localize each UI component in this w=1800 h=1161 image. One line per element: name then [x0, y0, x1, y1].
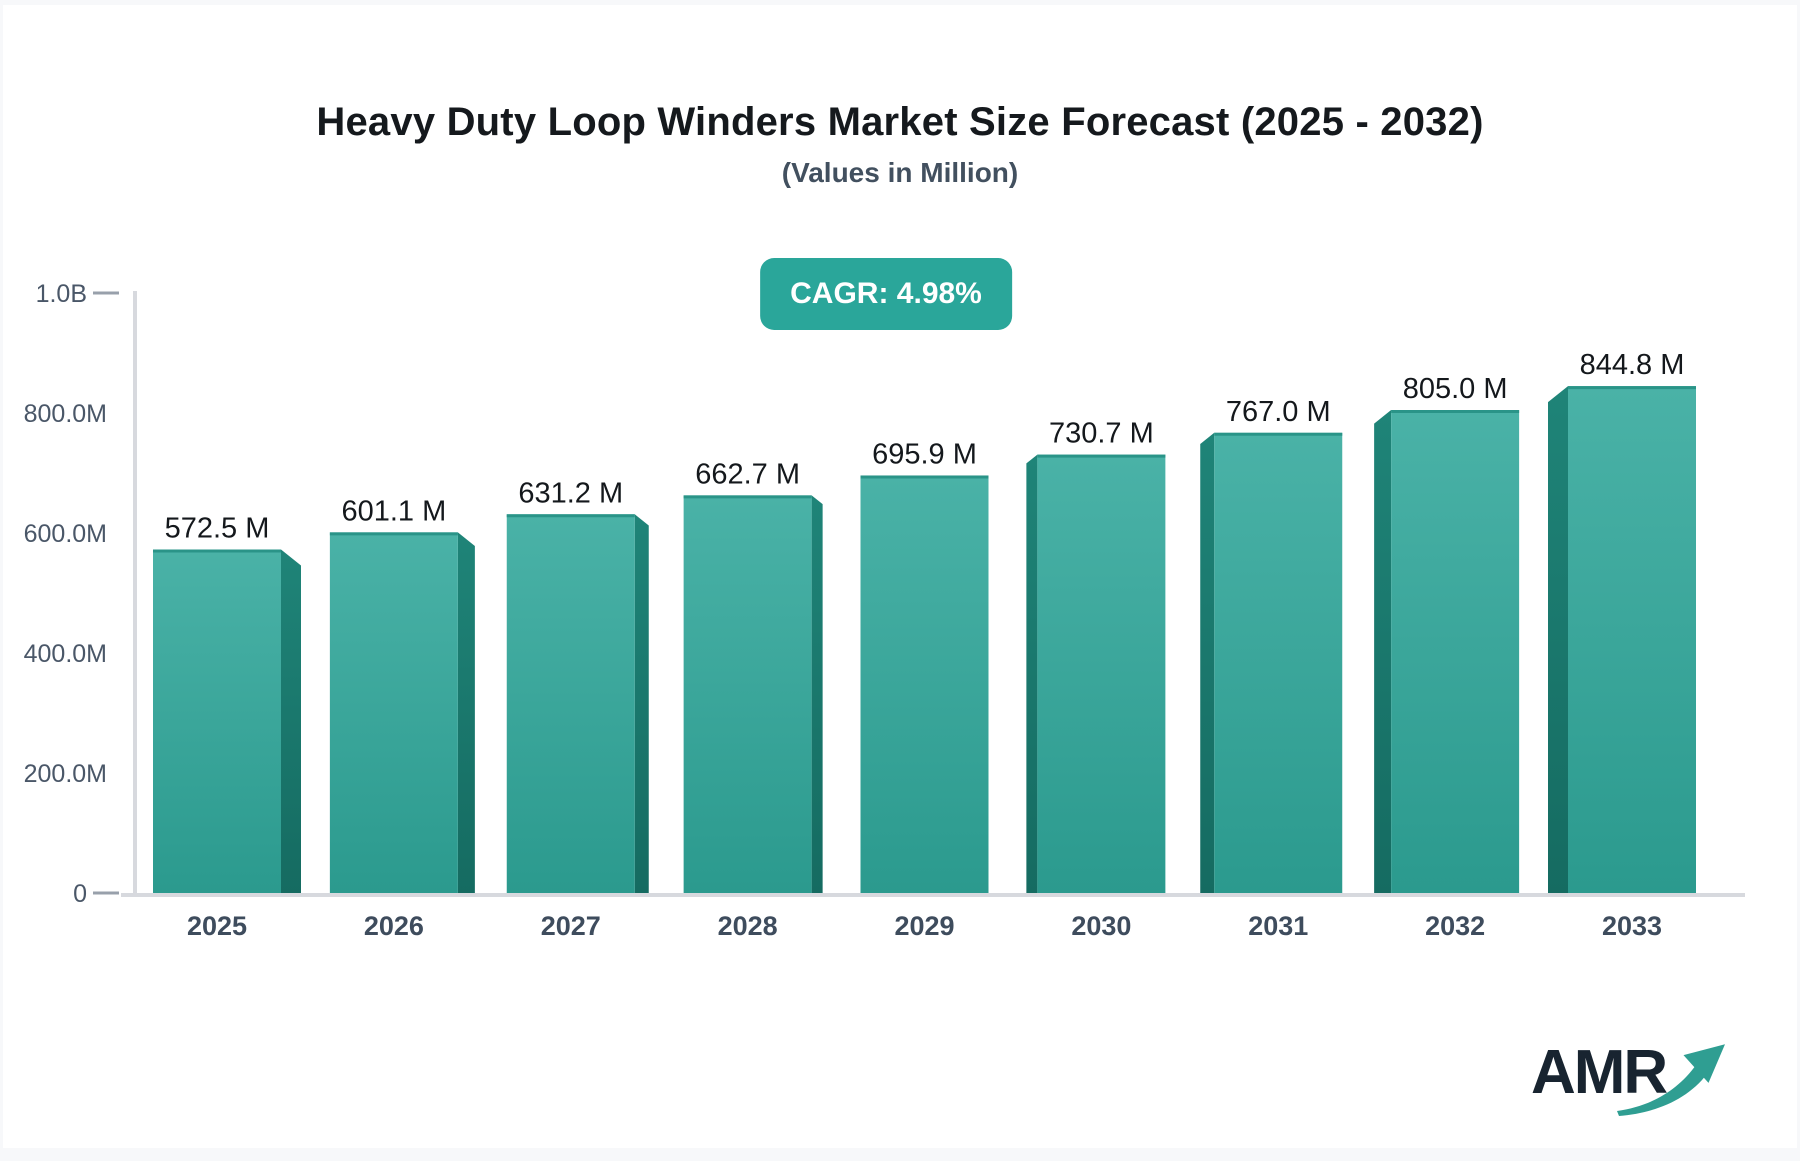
x-axis-label: 2033 [1602, 911, 1662, 941]
bar-2026: 601.1 M [329, 495, 475, 893]
bar-value-label: 695.9 M [872, 438, 977, 470]
bar-2029: 695.9 M [860, 438, 989, 893]
chart-subtitle: (Values in Million) [781, 157, 1019, 188]
x-axis-label: 2032 [1425, 911, 1485, 941]
bar-side-face [1548, 386, 1568, 893]
bar-front-face [683, 495, 812, 893]
bar-2028: 662.7 M [683, 458, 823, 893]
bar-2032: 805.0 M [1374, 373, 1520, 893]
bar-2030: 730.7 M [1026, 418, 1166, 893]
bar-side-face [281, 549, 301, 893]
amr-logo: AMR [1531, 1037, 1741, 1123]
y-axis-label: 800.0M [24, 400, 107, 428]
bar-side-face [811, 495, 823, 893]
bar-side-face [634, 514, 649, 893]
bar-side-face [457, 532, 475, 893]
y-axis-label: 600.0M [24, 520, 107, 548]
bar-value-label: 767.0 M [1226, 396, 1331, 428]
cagr-badge-label: CAGR: 4.98% [790, 277, 982, 310]
bar-value-label: 572.5 M [165, 513, 270, 545]
bar-value-label: 631.2 M [518, 477, 623, 509]
bar-side-face [1026, 454, 1038, 893]
cagr-badge: CAGR: 4.98% [760, 258, 1012, 330]
bar-front-face [506, 514, 635, 893]
bar-value-label: 805.0 M [1403, 373, 1508, 405]
bar-front-face [1214, 432, 1343, 893]
bar-front-face [329, 532, 458, 893]
amr-logo-text: AMR [1531, 1038, 1668, 1107]
bar-value-label: 730.7 M [1049, 418, 1154, 450]
bar-front-face [153, 549, 281, 893]
bar-side-face [1200, 432, 1215, 893]
bar-value-label: 662.7 M [695, 458, 800, 490]
x-axis-label: 2030 [1071, 911, 1131, 941]
bar-chart-canvas: 0 200.0M 400.0M 600.0M 800.0M 1.0B 572.5 M 2025… [24, 280, 1745, 941]
bar-value-label: 601.1 M [341, 495, 446, 527]
y-axis-label: 1.0B [36, 280, 87, 308]
bar-2027: 631.2 M [506, 477, 649, 893]
bar-front-face [860, 475, 989, 893]
x-axis-label: 2027 [541, 911, 601, 941]
bar-2025: 572.5 M [153, 513, 301, 893]
x-axis-label: 2026 [364, 911, 424, 941]
x-axis-label: 2028 [718, 911, 778, 941]
chart-card: Heavy Duty Loop Winders Market Size Fore… [3, 5, 1797, 1148]
x-axis-label: 2029 [894, 911, 954, 941]
bar-2031: 767.0 M [1200, 396, 1343, 893]
bar-front-face [1391, 410, 1520, 893]
bar-front-face [1037, 454, 1166, 893]
bar-front-face [1568, 386, 1696, 893]
bar-value-label: 844.8 M [1580, 349, 1685, 381]
y-axis-label: 200.0M [24, 760, 107, 788]
y-axis-label: 0 [73, 880, 87, 908]
x-axis-label: 2025 [187, 911, 247, 941]
bar-side-face [1374, 410, 1392, 893]
growth-arrow-icon [1617, 1044, 1725, 1116]
bar-2033: 844.8 M [1548, 349, 1696, 893]
chart-title: Heavy Duty Loop Winders Market Size Fore… [316, 100, 1484, 144]
x-axis-label: 2031 [1248, 911, 1308, 941]
y-axis-label: 400.0M [24, 640, 107, 668]
